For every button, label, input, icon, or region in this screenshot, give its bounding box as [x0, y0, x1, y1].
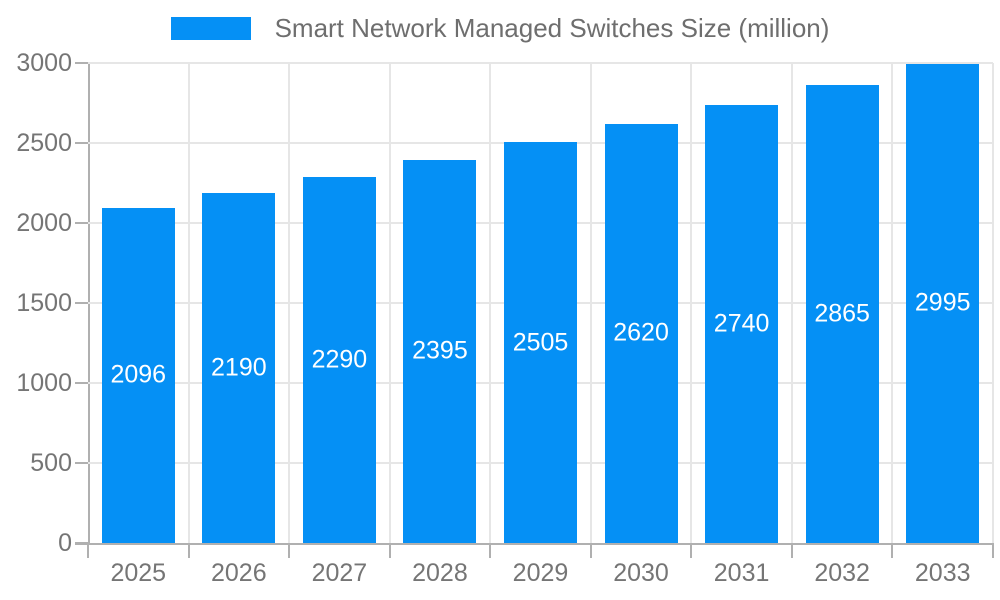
bar: 2995 [906, 63, 980, 543]
x-tick [188, 543, 190, 558]
bar: 2096 [101, 207, 175, 543]
y-tick [75, 302, 88, 304]
y-gridline [88, 62, 993, 64]
bar-value-label: 2190 [211, 353, 267, 382]
x-gridline [489, 63, 491, 543]
plot-area: 2096 2190 2290 2395 2505 2620 2740 2865 2995 [88, 62, 994, 543]
x-gridline [590, 63, 592, 543]
x-gridline [891, 63, 893, 543]
x-tick-label: 2032 [814, 559, 870, 587]
x-tick [992, 543, 994, 558]
x-tick-label: 2025 [110, 559, 167, 587]
y-tick [75, 462, 88, 464]
bar: 2190 [202, 192, 276, 543]
y-tick-label: 1000 [16, 369, 72, 397]
x-tick-label: 2026 [211, 559, 267, 587]
y-tick-label: 1500 [16, 289, 72, 317]
x-tick-label: 2031 [713, 559, 770, 587]
x-tick [389, 543, 391, 558]
y-tick [75, 62, 88, 64]
y-tick [75, 382, 88, 384]
x-tick-label: 2029 [512, 559, 569, 587]
y-tick-label: 0 [58, 529, 72, 557]
bar: 2395 [403, 159, 477, 543]
x-gridline [791, 63, 793, 543]
y-tick [75, 142, 88, 144]
bar: 2290 [302, 176, 376, 543]
chart-legend: Smart Network Managed Switches Size (mil… [0, 13, 1000, 44]
x-gridline [288, 63, 290, 543]
bar: 2740 [705, 104, 779, 543]
bar-value-label: 2740 [713, 309, 770, 338]
y-tick-label: 2000 [16, 209, 72, 237]
x-tick [87, 543, 89, 558]
y-tick [75, 542, 88, 544]
x-gridline [992, 63, 994, 543]
y-tick-label: 2500 [16, 129, 72, 157]
x-tick-label: 2028 [412, 559, 468, 587]
bar: 2865 [805, 84, 879, 543]
x-tick [288, 543, 290, 558]
y-tick-label: 500 [30, 449, 72, 477]
x-axis-line [75, 543, 993, 545]
x-gridline [389, 63, 391, 543]
legend-label: Smart Network Managed Switches Size (mil… [274, 13, 830, 43]
y-tick [75, 222, 88, 224]
x-tick-label: 2027 [311, 559, 368, 587]
x-tick [791, 543, 793, 558]
bar-value-label: 2620 [613, 318, 669, 347]
bar-value-label: 2505 [512, 328, 569, 357]
x-gridline [188, 63, 190, 543]
bar-value-label: 2865 [814, 299, 870, 328]
bar: 2620 [604, 123, 678, 543]
bar-value-label: 2395 [412, 336, 468, 365]
bar-value-label: 2995 [914, 288, 971, 317]
bar-value-label: 2290 [311, 345, 368, 374]
x-gridline [690, 63, 692, 543]
bar-value-label: 2096 [110, 360, 167, 389]
x-tick-label: 2033 [914, 559, 971, 587]
x-tick [590, 543, 592, 558]
y-tick-label: 3000 [16, 49, 72, 77]
x-tick-label: 2030 [613, 559, 669, 587]
x-tick [690, 543, 692, 558]
bar: 2505 [504, 142, 577, 543]
x-tick [891, 543, 893, 558]
legend-swatch [170, 17, 251, 40]
x-tick [489, 543, 491, 558]
